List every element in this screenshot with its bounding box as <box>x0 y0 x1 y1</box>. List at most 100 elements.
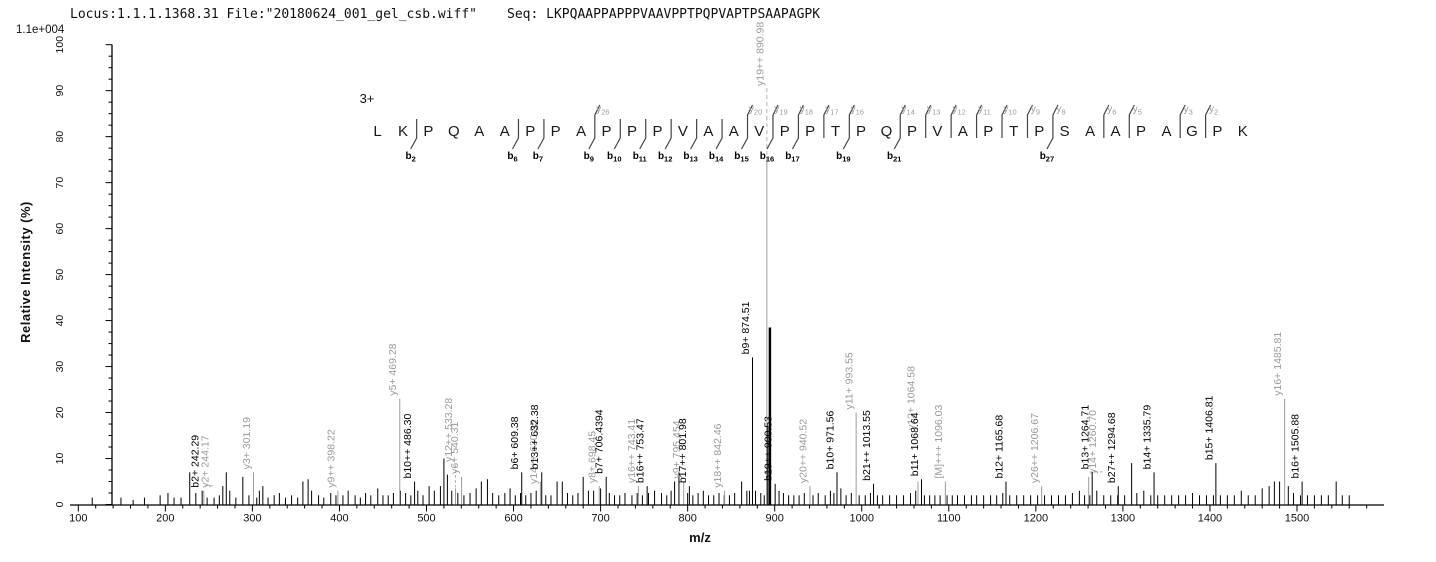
y-ion-label: y11 <box>978 104 991 117</box>
x-tick-label: 200 <box>156 513 174 525</box>
max-intensity-label: 1.1e+004 <box>16 24 65 36</box>
cleavage-mark <box>690 119 698 150</box>
peak-label: b12+ 1165.68 <box>993 415 1005 479</box>
x-tick-label: 1100 <box>937 513 961 525</box>
y-ion-label: y12 <box>952 104 965 117</box>
cleavage-mark <box>639 119 647 150</box>
x-tick-label: 700 <box>591 513 609 525</box>
y-tick-label: 90 <box>54 85 66 97</box>
y-ion-label: y19 <box>774 104 787 117</box>
peak-label: y2+ 244.17 <box>199 435 211 487</box>
residue: A <box>1111 123 1121 140</box>
y-ion-label: y10 <box>1003 104 1016 117</box>
cleavage-mark <box>1026 104 1034 138</box>
y-ion-label: y20 <box>749 104 762 117</box>
cleavage-mark <box>950 104 957 138</box>
y-axis-title: Relative Intensity (%) <box>18 201 33 343</box>
b-ion-label: b9 <box>584 151 594 164</box>
cleavage-mark <box>823 104 830 138</box>
b-ion-label: b14 <box>709 151 724 164</box>
y-ion-label: y2 <box>1209 104 1218 117</box>
residue: A <box>958 123 968 140</box>
y-ion-label: y13 <box>927 104 940 117</box>
peak-label: b16+ 1505.88 <box>1290 414 1302 479</box>
cleavage-mark <box>1103 104 1110 138</box>
peak-label: y19++ 890.98 <box>754 22 766 86</box>
peak-label: b13++ 632.38 <box>529 404 541 469</box>
peak-label: y26++ 1206.67 <box>1029 413 1041 483</box>
y-tick-label: 0 <box>54 501 66 507</box>
residue: P <box>551 123 561 140</box>
b-ion-label: b19 <box>836 151 850 164</box>
residue: P <box>1136 123 1146 140</box>
cleavage-mark <box>893 104 906 150</box>
y-tick-label: 30 <box>54 361 66 373</box>
residue: V <box>932 123 942 140</box>
residue: P <box>627 123 637 140</box>
b-ion-label: b12 <box>658 151 672 164</box>
cleavage-mark <box>925 104 932 138</box>
residue: A <box>474 123 484 140</box>
cleavage-mark <box>715 119 723 150</box>
peak-label: b14+ 1335.79 <box>1142 405 1154 470</box>
peak-label: b27++ 1294.68 <box>1106 412 1118 483</box>
cleavage-mark <box>613 119 621 150</box>
cleavage-mark <box>791 104 804 150</box>
residue: P <box>983 123 993 140</box>
residue: P <box>780 123 790 140</box>
peak-label: [M]+++ 1096.03 <box>933 405 945 479</box>
x-tick-label: 500 <box>417 513 435 525</box>
residue: A <box>500 123 510 140</box>
x-tick-label: 600 <box>504 513 522 525</box>
peak-label: y11+ 993.55 <box>844 352 856 409</box>
residue: V <box>754 123 764 140</box>
ion-peaks: y2+ 244.17 y3+ 301.19 y9++ 398.22 y5+ 469.2… <box>190 22 1303 505</box>
y-tick-label: 70 <box>54 177 66 189</box>
peak-label: y14++ 630.85 <box>528 420 540 484</box>
residue: V <box>678 123 688 140</box>
residue: P <box>805 123 815 140</box>
y-ion-label: y9 <box>1031 104 1040 117</box>
peak-label: b11+ 1068.64 <box>909 412 921 476</box>
b-ion-label: b6 <box>507 151 517 164</box>
residue: S <box>1060 123 1070 140</box>
b-ion-label: b16 <box>760 151 774 164</box>
peak-label: b13+ 1264.71 <box>1080 405 1092 470</box>
y-ion-label: y14 <box>902 104 915 117</box>
peak-label: b2+ 242.29 <box>190 435 202 488</box>
residue: T <box>1009 123 1018 140</box>
peak-label: y5+ 469.28 <box>387 343 399 395</box>
x-tick-label: 900 <box>766 513 784 525</box>
cleavage-mark <box>842 104 855 150</box>
residue: A <box>729 123 739 140</box>
y-tick-label: 50 <box>54 269 66 281</box>
cleavage-mark <box>975 104 983 138</box>
b-ion-label: b7 <box>533 151 543 164</box>
noise-peaks <box>91 327 1350 505</box>
x-tick-label: 800 <box>678 513 696 525</box>
x-tick-label: 300 <box>243 513 261 525</box>
residue: A <box>703 123 713 140</box>
x-tick-label: 1500 <box>1285 513 1309 525</box>
axes: 100 200 300 400 500 600 700 800 900 1000 1100 1200 1… <box>18 36 1384 545</box>
locus-file-label: Locus:1.1.1.1368.31 File:"20180624_001_g… <box>70 7 477 22</box>
header: Locus:1.1.1.1368.31 File:"20180624_001_g… <box>70 7 820 22</box>
cleavage-mark <box>1179 104 1186 138</box>
x-tick-label: 1200 <box>1024 513 1048 525</box>
residue: P <box>1212 123 1222 140</box>
y-ion-label: y5 <box>1133 104 1142 117</box>
peak-label: y14+ 1260.70 <box>1087 410 1099 474</box>
peak-label: b16++ 753.47 <box>635 418 647 483</box>
peak-label: y18++ 842.46 <box>712 423 724 487</box>
peak-label: y3+ 301.19 <box>241 417 253 469</box>
peak-label: b9+ 874.51 <box>740 301 752 354</box>
x-tick-label: 1400 <box>1198 513 1222 525</box>
b-ion-label: b17 <box>785 151 799 164</box>
peak-label: b10+ 971.56 <box>824 410 836 469</box>
b-ion-label: b27 <box>1040 151 1054 164</box>
b-ion-label: b11 <box>633 151 647 164</box>
residue: P <box>1034 123 1044 140</box>
peak-label: y9++ 398.22 <box>325 429 337 488</box>
b-ion-label: b15 <box>734 151 748 164</box>
peak-label: b19++ 900.53 <box>763 416 775 481</box>
